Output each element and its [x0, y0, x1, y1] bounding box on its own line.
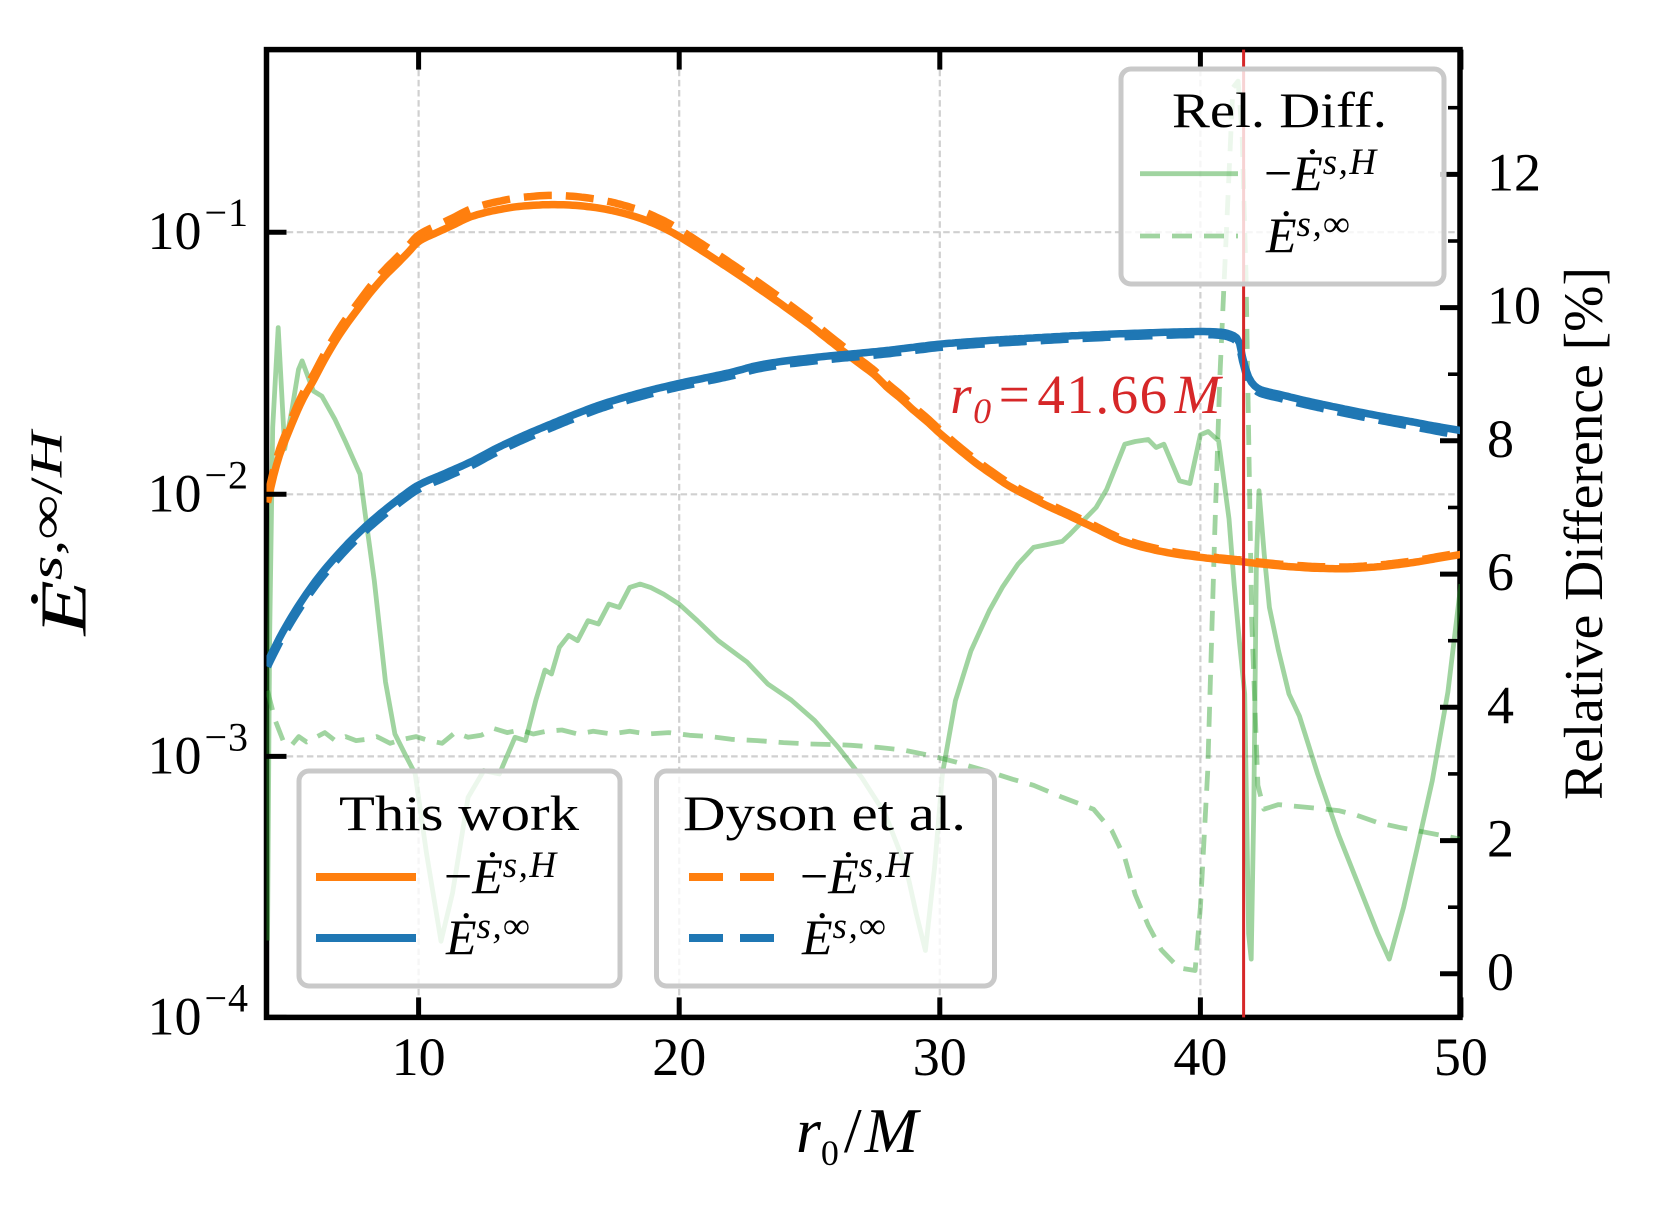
- svg-text:Dyson et al.: Dyson et al.: [683, 785, 966, 841]
- svg-text:Ės,∞: Ės,∞: [445, 906, 531, 965]
- svg-text:r0 = 41.66 M: r0 = 41.66 M: [950, 364, 1223, 431]
- svg-text:50: 50: [1434, 1027, 1488, 1087]
- svg-text:30: 30: [913, 1027, 967, 1087]
- svg-text:0: 0: [1487, 942, 1514, 1002]
- svg-text:Ės,∞: Ės,∞: [801, 906, 887, 965]
- svg-text:Ės,∞: Ės,∞: [1265, 204, 1351, 263]
- svg-text:−Ės,H: −Ės,H: [800, 845, 914, 904]
- svg-text:6: 6: [1487, 542, 1514, 602]
- svg-text:This work: This work: [339, 785, 579, 841]
- svg-text:10−3: 10−3: [147, 714, 249, 785]
- svg-text:12: 12: [1487, 142, 1541, 202]
- svg-text:Ės,∞/H: Ės,∞/H: [21, 428, 101, 637]
- svg-text:2: 2: [1487, 809, 1514, 869]
- svg-text:10: 10: [392, 1027, 446, 1087]
- svg-text:20: 20: [652, 1027, 706, 1087]
- svg-text:r0/M: r0/M: [796, 1095, 922, 1173]
- svg-text:4: 4: [1487, 675, 1514, 735]
- svg-text:40: 40: [1173, 1027, 1227, 1087]
- svg-text:−Ės,H: −Ės,H: [444, 845, 558, 904]
- svg-text:Rel. Diff.: Rel. Diff.: [1172, 82, 1387, 138]
- svg-text:8: 8: [1487, 409, 1514, 469]
- svg-text:10: 10: [1487, 276, 1541, 336]
- svg-text:Relative Difference [%]: Relative Difference [%]: [1553, 267, 1614, 800]
